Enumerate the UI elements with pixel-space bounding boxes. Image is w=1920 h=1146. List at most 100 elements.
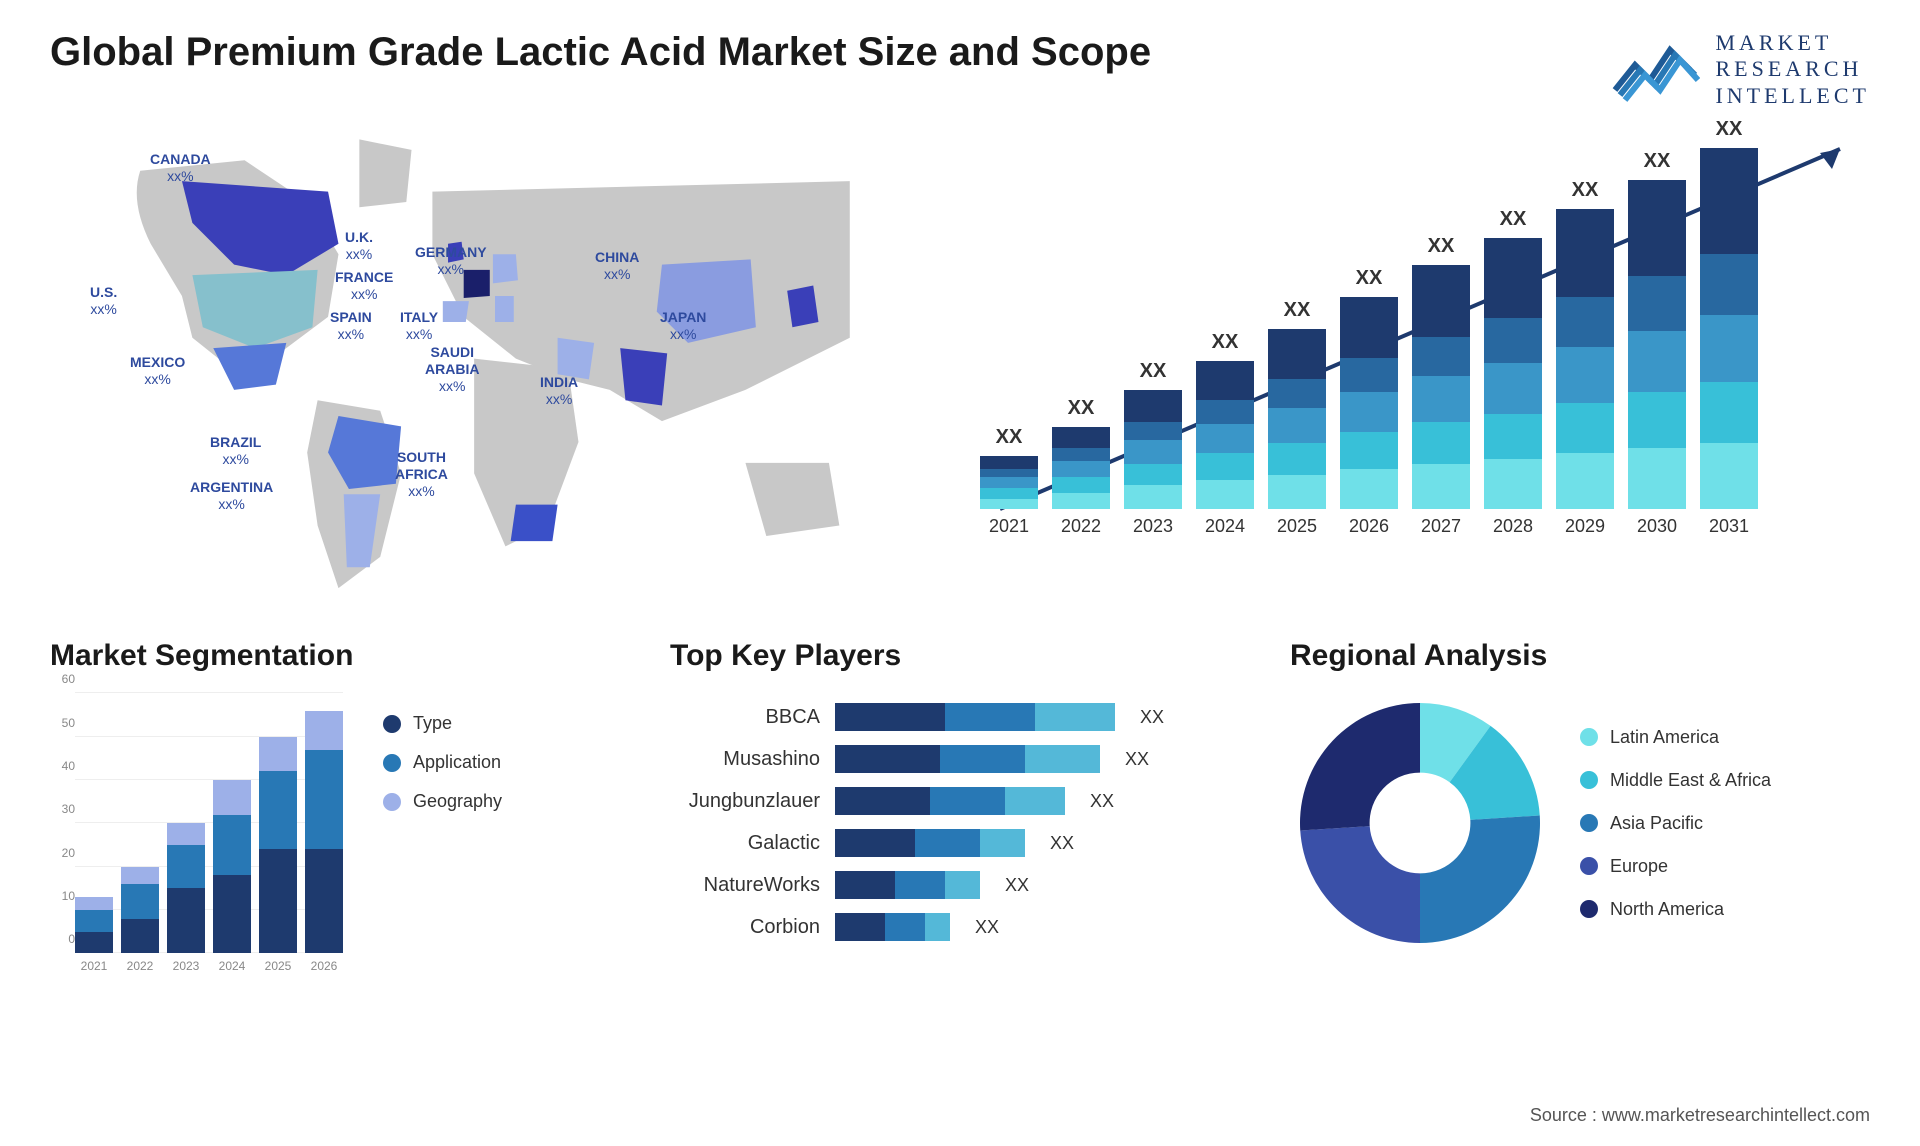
forecast-bar-segment [1196, 480, 1254, 509]
seg-bar-segment [213, 875, 251, 953]
seg-bar: 2023 [167, 823, 205, 953]
seg-bar: 2021 [75, 897, 113, 953]
player-bar-segment [835, 703, 945, 731]
seg-bar: 2024 [213, 780, 251, 953]
map-label: FRANCExx% [335, 269, 393, 303]
forecast-bar-segment [1124, 464, 1182, 485]
forecast-bar-value: XX [1700, 118, 1758, 141]
regional-legend-label: North America [1610, 899, 1724, 920]
forecast-year-label: 2027 [1412, 516, 1470, 537]
seg-year-label: 2022 [121, 959, 159, 973]
forecast-bar-segment [1556, 209, 1614, 297]
forecast-bar-segment [1700, 382, 1758, 443]
seg-bar-segment [305, 750, 343, 850]
donut-slice [1300, 703, 1420, 831]
forecast-bar-segment [1340, 358, 1398, 393]
player-value: XX [1125, 749, 1149, 770]
map-label: JAPANxx% [660, 309, 706, 343]
seg-year-label: 2023 [167, 959, 205, 973]
player-row: CorbionXX [670, 913, 1250, 941]
player-row: JungbunzlauerXX [670, 787, 1250, 815]
legend-dot-icon [383, 715, 401, 733]
players-panel: Top Key Players BBCAXXMusashinoXXJungbun… [670, 639, 1250, 1039]
forecast-year-label: 2022 [1052, 516, 1110, 537]
forecast-bar-segment [1628, 392, 1686, 448]
player-row: BBCAXX [670, 703, 1250, 731]
forecast-bar-segment [1196, 424, 1254, 453]
map-label: CANADAxx% [150, 151, 211, 185]
donut-slice [1300, 826, 1420, 943]
player-bar-segment [1005, 787, 1065, 815]
seg-bar-segment [121, 867, 159, 884]
forecast-bar-segment [980, 477, 1038, 488]
forecast-year-label: 2026 [1340, 516, 1398, 537]
segmentation-title: Market Segmentation [50, 639, 630, 673]
forecast-bar-segment [1628, 331, 1686, 392]
legend-dot-icon [1580, 857, 1598, 875]
seg-bar-segment [75, 897, 113, 910]
logo-line-2: RESEARCH [1715, 56, 1870, 82]
forecast-bar-segment [1268, 329, 1326, 379]
legend-dot-icon [1580, 900, 1598, 918]
forecast-bar-value: XX [1268, 299, 1326, 322]
map-label: SAUDIARABIAxx% [425, 344, 479, 394]
segmentation-panel: Market Segmentation 0102030405060 202120… [50, 639, 630, 1039]
forecast-bar-segment [980, 499, 1038, 510]
forecast-bar-segment [1124, 440, 1182, 464]
seg-bar-segment [167, 845, 205, 888]
player-bar [835, 703, 1115, 731]
player-bar-segment [925, 913, 950, 941]
player-bar-segment [895, 871, 945, 899]
seg-bar-segment [305, 849, 343, 953]
map-label: ITALYxx% [400, 309, 438, 343]
forecast-bar: XX2031 [1700, 148, 1758, 509]
forecast-bar: XX2022 [1052, 427, 1110, 509]
seg-ytick: 20 [62, 846, 75, 860]
seg-legend-label: Type [413, 713, 452, 734]
player-bar [835, 745, 1100, 773]
forecast-bar-value: XX [1052, 397, 1110, 420]
seg-bar-segment [75, 910, 113, 932]
brand-logo: MARKET RESEARCH INTELLECT [1610, 30, 1870, 109]
forecast-bar: XX2030 [1628, 180, 1686, 509]
regional-legend-item: Middle East & Africa [1580, 770, 1771, 791]
player-value: XX [1140, 707, 1164, 728]
seg-bar: 2026 [305, 711, 343, 954]
forecast-bar-segment [1196, 400, 1254, 424]
forecast-bar-segment [1484, 363, 1542, 413]
seg-year-label: 2026 [305, 959, 343, 973]
forecast-bar-segment [1484, 318, 1542, 363]
map-label: SOUTHAFRICAxx% [395, 449, 448, 499]
forecast-bar-segment [1052, 493, 1110, 509]
player-name: Jungbunzlauer [670, 790, 820, 813]
forecast-bar-segment [1340, 392, 1398, 432]
regional-legend-item: Asia Pacific [1580, 813, 1771, 834]
forecast-bar-segment [1268, 379, 1326, 408]
legend-dot-icon [1580, 771, 1598, 789]
forecast-bar-segment [1556, 297, 1614, 347]
player-bar-segment [835, 913, 885, 941]
player-bar [835, 871, 980, 899]
forecast-bar-segment [1052, 477, 1110, 493]
regional-title: Regional Analysis [1290, 639, 1870, 673]
seg-bar-segment [121, 919, 159, 954]
map-label: BRAZILxx% [210, 434, 261, 468]
seg-bar-segment [213, 780, 251, 815]
seg-legend-item: Application [383, 752, 502, 773]
player-name: Corbion [670, 916, 820, 939]
legend-dot-icon [383, 793, 401, 811]
player-bar [835, 829, 1025, 857]
player-bar-segment [1025, 745, 1100, 773]
forecast-bar-segment [1412, 422, 1470, 464]
forecast-bar-segment [1124, 390, 1182, 422]
forecast-year-label: 2031 [1700, 516, 1758, 537]
seg-ytick: 30 [62, 802, 75, 816]
map-label: U.S.xx% [90, 284, 117, 318]
player-bar-segment [885, 913, 925, 941]
seg-ytick: 10 [62, 889, 75, 903]
forecast-bar-segment [1556, 347, 1614, 403]
forecast-bar: XX2028 [1484, 238, 1542, 509]
forecast-bar: XX2026 [1340, 297, 1398, 509]
forecast-bar-segment [1556, 453, 1614, 509]
forecast-bar-value: XX [1340, 267, 1398, 290]
